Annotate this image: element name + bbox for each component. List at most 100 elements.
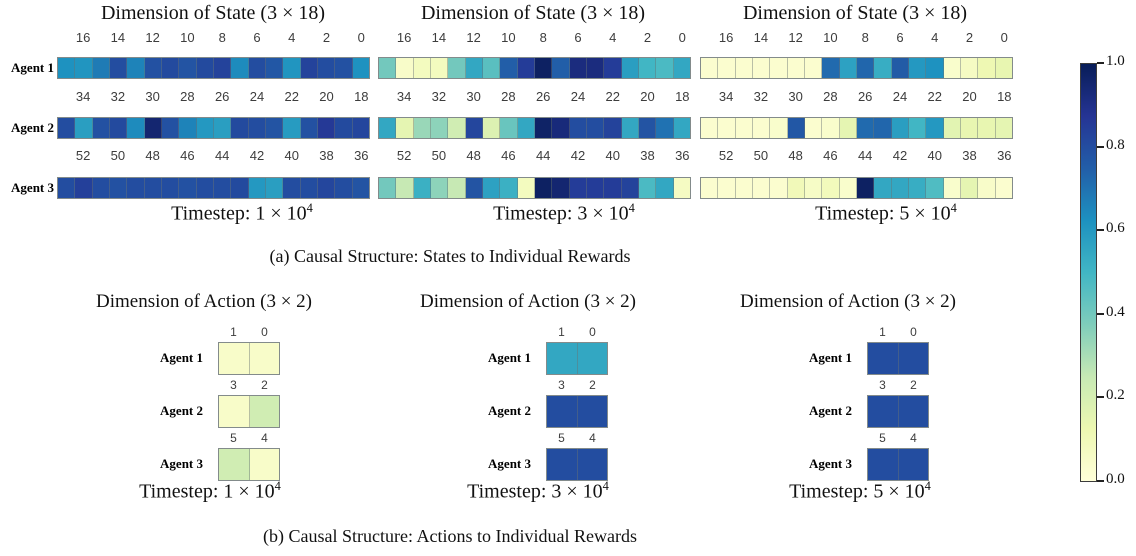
agent-label: Agent 2 <box>160 403 203 418</box>
heatmap-cell <box>379 178 397 198</box>
panel-title: Dimension of Action (3 × 2) <box>96 291 312 312</box>
dim-tick-label: 8 <box>539 30 547 45</box>
heatmap-cell <box>517 118 535 138</box>
dim-tick-label: 32 <box>431 89 447 104</box>
heatmap-cell <box>109 118 128 138</box>
heatmap-cell <box>926 178 944 198</box>
colorbar-tick-label: 0.0 <box>1106 471 1125 487</box>
heatmap-cell <box>577 396 607 427</box>
agent-label: Agent 1 <box>809 350 852 365</box>
dim-tick-label: 3 <box>558 378 565 392</box>
heatmap-cell <box>787 58 805 78</box>
timestep-label: Timestep: 5 × 104 <box>789 479 931 503</box>
heatmap-cell <box>868 343 899 374</box>
heatmap-cell <box>701 118 719 138</box>
heatmap-cell <box>638 178 657 198</box>
heatmap-row <box>378 177 691 199</box>
heatmap-cell <box>430 118 449 138</box>
heatmap-cell <box>352 178 369 198</box>
timestep-exponent: 4 <box>306 201 313 215</box>
dim-tick-label: 32 <box>753 89 769 104</box>
heatmap-row <box>546 342 608 375</box>
dim-tick-label: 8 <box>218 30 226 45</box>
dim-tick-label: 36 <box>675 148 690 163</box>
heatmap-cell <box>92 118 110 138</box>
dim-tick-label: 2 <box>643 30 652 45</box>
dim-tick-label: 48 <box>145 148 160 163</box>
dim-tick-label: 18 <box>675 89 690 104</box>
dim-tick-label: 2 <box>261 378 268 392</box>
heatmap-cell <box>787 178 805 198</box>
heatmap-cell <box>249 343 279 374</box>
heatmap-cell <box>908 58 927 78</box>
dim-tick-label: 0 <box>678 30 686 45</box>
heatmap-cell <box>265 178 284 198</box>
heatmap-cell <box>804 58 823 78</box>
heatmap-cell <box>701 178 719 198</box>
colorbar-tick <box>1097 145 1104 148</box>
heatmap-cell <box>898 396 928 427</box>
heatmap-cell <box>868 449 899 480</box>
colorbar-tick <box>1097 480 1104 482</box>
heatmap-cell <box>604 58 622 78</box>
dim-tick-label: 38 <box>319 148 334 163</box>
heatmap-cell <box>569 178 587 198</box>
heatmap-cell <box>58 58 76 78</box>
dim-tick-label: 1 <box>879 325 886 339</box>
heatmap-cell <box>718 118 736 138</box>
heatmap-cell <box>547 449 578 480</box>
dim-tick-label: 46 <box>501 148 516 163</box>
panel-title: Dimension of Action (3 × 2) <box>420 291 636 312</box>
dim-tick-label: 28 <box>501 89 516 104</box>
dim-tick-label: 14 <box>110 30 126 45</box>
heatmap-cell <box>752 58 771 78</box>
heatmap-cell <box>300 178 318 198</box>
heatmap-cell <box>856 118 875 138</box>
dim-tick-label: 32 <box>110 89 126 104</box>
heatmap-cell <box>213 58 232 78</box>
dim-tick-label: 50 <box>431 148 447 163</box>
heatmap-cell <box>58 118 76 138</box>
agent-label: Agent 1 <box>488 350 531 365</box>
heatmap-cell <box>413 58 431 78</box>
heatmap-cell <box>673 58 690 78</box>
heatmap-cell <box>92 178 110 198</box>
heatmap-cell <box>908 118 927 138</box>
agent-label: Agent 2 <box>488 403 531 418</box>
dim-tick-label: 50 <box>110 148 126 163</box>
heatmap-cell <box>179 58 197 78</box>
dim-tick-label: 28 <box>180 89 195 104</box>
heatmap-cell <box>856 178 875 198</box>
heatmap-cell <box>517 58 535 78</box>
dim-tick-label: 0 <box>589 325 596 339</box>
heatmap-cell <box>552 58 570 78</box>
heatmap-cell <box>770 118 788 138</box>
heatmap-cell <box>839 118 857 138</box>
heatmap-cell <box>874 178 892 198</box>
panel-title: Dimension of State (3 × 18) <box>100 2 326 24</box>
agent-label: Agent 2 <box>809 403 852 418</box>
panel-title: Dimension of State (3 × 18) <box>742 2 968 24</box>
dim-tick-label: 6 <box>574 30 582 45</box>
colorbar-tick-label: 1.0 <box>1106 53 1125 69</box>
heatmap-cell <box>500 118 518 138</box>
dim-tick-label: 40 <box>284 148 299 163</box>
dim-tick-label: 5 <box>230 431 237 445</box>
dim-tick-label: 30 <box>466 89 481 104</box>
heatmap-cell <box>908 178 927 198</box>
heatmap-row <box>57 117 370 139</box>
heatmap-cell <box>179 178 197 198</box>
dim-tick-label: 48 <box>788 148 803 163</box>
timestep-label: Timestep: 1 × 104 <box>139 479 281 503</box>
colorbar-tick <box>1097 396 1104 399</box>
heatmap-cell <box>752 118 771 138</box>
dim-tick-label: 40 <box>927 148 942 163</box>
timestep-label: Timestep: 3 × 104 <box>493 201 635 225</box>
dim-tick-label: 46 <box>180 148 195 163</box>
heatmap-cell <box>752 178 771 198</box>
heatmap-cell <box>718 178 736 198</box>
heatmap-cell <box>638 118 657 138</box>
dim-tick-label: 12 <box>788 30 803 45</box>
dim-tick-label: 24 <box>892 89 908 104</box>
dim-tick-label: 12 <box>466 30 481 45</box>
